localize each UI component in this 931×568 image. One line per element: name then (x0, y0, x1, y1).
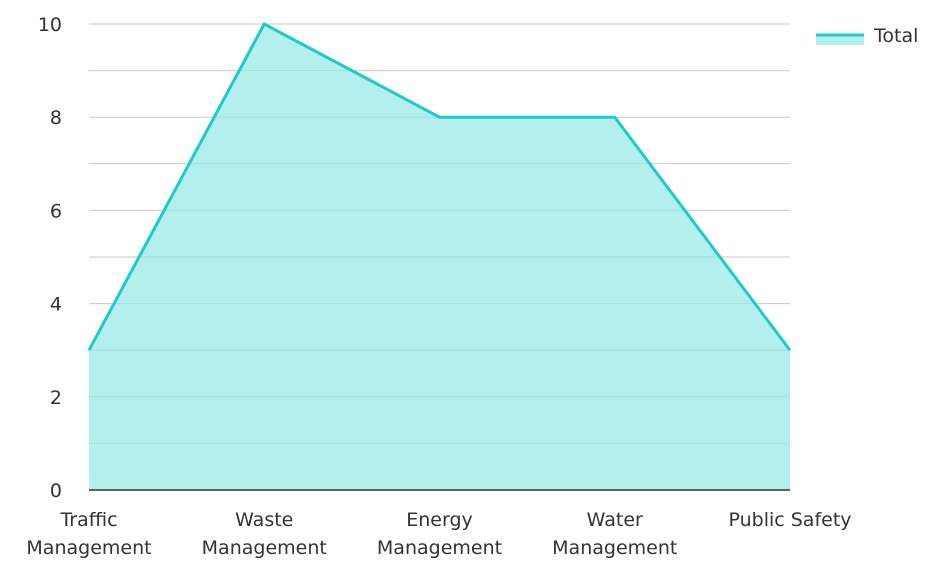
x-tick-label: Energy Management (377, 509, 502, 559)
legend-label: Total (873, 25, 918, 47)
x-tick-label-line: Public Safety (728, 509, 851, 531)
y-tick-label: 2 (50, 387, 62, 409)
y-tick-label: 10 (38, 14, 62, 36)
x-tick-label-line: Management (552, 537, 677, 559)
y-tick-label: 8 (50, 107, 62, 129)
x-tick-label-line: Traffic (59, 509, 117, 531)
y-tick-label: 0 (50, 480, 62, 502)
x-tick-label: Water Management (552, 509, 677, 559)
area-layer (89, 24, 790, 490)
y-tick-label: 6 (50, 200, 62, 222)
x-tick-label: Waste Management (202, 509, 327, 559)
x-tick-label-line: Management (377, 537, 502, 559)
x-tick-label-line: Waste (235, 509, 293, 531)
y-tick-label: 4 (50, 294, 62, 316)
x-tick-label: Public Safety (728, 509, 851, 531)
x-tick-label-line: Management (202, 537, 327, 559)
x-tick-label-line: Water (587, 509, 643, 531)
x-tick-label: Traffic Management (26, 509, 151, 559)
x-tick-label-line: Management (26, 537, 151, 559)
legend[interactable]: Total (816, 25, 918, 47)
x-tick-label-line: Energy (406, 509, 473, 531)
